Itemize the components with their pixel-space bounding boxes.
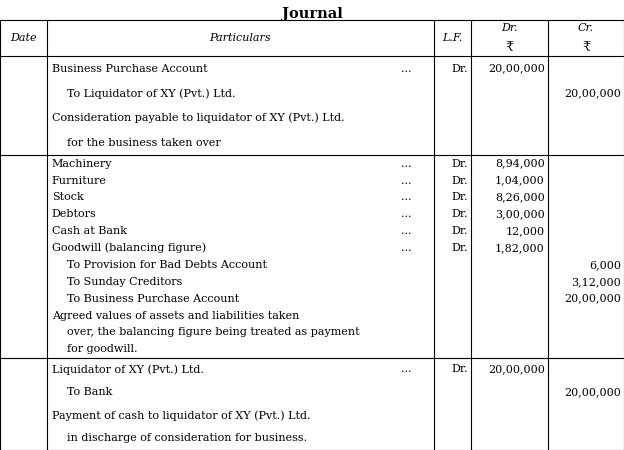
Text: ...: ... <box>401 243 412 253</box>
Text: Particulars: Particulars <box>210 33 271 43</box>
Text: ...: ... <box>401 364 412 374</box>
Text: 20,00,000: 20,00,000 <box>564 387 621 397</box>
Text: over, the balancing figure being treated as payment: over, the balancing figure being treated… <box>67 328 360 338</box>
Text: Dr.: Dr. <box>452 364 468 374</box>
Text: Dr.: Dr. <box>452 243 468 253</box>
Text: L.F.: L.F. <box>442 33 462 43</box>
Text: Dr.: Dr. <box>452 193 468 202</box>
Text: Cr.: Cr. <box>578 23 594 33</box>
Text: 8,94,000: 8,94,000 <box>495 159 545 169</box>
Text: Goodwill (balancing figure): Goodwill (balancing figure) <box>52 243 206 253</box>
Text: Dr.: Dr. <box>452 176 468 185</box>
Text: ...: ... <box>401 176 412 185</box>
Text: To Business Purchase Account: To Business Purchase Account <box>67 294 240 304</box>
Text: 1,82,000: 1,82,000 <box>495 243 545 253</box>
Text: Liquidator of XY (Pvt.) Ltd.: Liquidator of XY (Pvt.) Ltd. <box>52 364 203 374</box>
Text: Furniture: Furniture <box>52 176 107 185</box>
Text: 1,04,000: 1,04,000 <box>495 176 545 185</box>
Text: Date: Date <box>10 33 37 43</box>
Text: 20,00,000: 20,00,000 <box>564 88 621 99</box>
Text: To Sunday Creditors: To Sunday Creditors <box>67 277 183 287</box>
Text: ...: ... <box>401 226 412 236</box>
Text: To Liquidator of XY (Pvt.) Ltd.: To Liquidator of XY (Pvt.) Ltd. <box>67 88 236 99</box>
Text: 20,00,000: 20,00,000 <box>488 63 545 74</box>
Text: 6,000: 6,000 <box>589 260 621 270</box>
Text: Business Purchase Account: Business Purchase Account <box>52 63 207 74</box>
Text: in discharge of consideration for business.: in discharge of consideration for busine… <box>67 433 308 443</box>
Text: 12,000: 12,000 <box>505 226 545 236</box>
Text: for the business taken over: for the business taken over <box>67 138 221 148</box>
Text: ...: ... <box>401 159 412 169</box>
Text: Consideration payable to liquidator of XY (Pvt.) Ltd.: Consideration payable to liquidator of X… <box>52 113 344 123</box>
Text: ₹: ₹ <box>505 42 514 54</box>
Text: To Provision for Bad Debts Account: To Provision for Bad Debts Account <box>67 260 268 270</box>
Text: ...: ... <box>401 63 412 74</box>
Text: 20,00,000: 20,00,000 <box>488 364 545 374</box>
Text: Payment of cash to liquidator of XY (Pvt.) Ltd.: Payment of cash to liquidator of XY (Pvt… <box>52 410 310 421</box>
Text: 3,12,000: 3,12,000 <box>571 277 621 287</box>
Text: Dr.: Dr. <box>452 159 468 169</box>
Text: Journal: Journal <box>281 7 343 21</box>
Text: Dr.: Dr. <box>452 209 468 219</box>
Text: 8,26,000: 8,26,000 <box>495 193 545 202</box>
Text: To Bank: To Bank <box>67 387 113 397</box>
Text: for goodwill.: for goodwill. <box>67 344 138 354</box>
Text: ...: ... <box>401 193 412 202</box>
Text: 20,00,000: 20,00,000 <box>564 294 621 304</box>
Text: Stock: Stock <box>52 193 84 202</box>
Text: Dr.: Dr. <box>452 63 468 74</box>
Text: Debtors: Debtors <box>52 209 97 219</box>
Text: Cash at Bank: Cash at Bank <box>52 226 127 236</box>
Text: Agreed values of assets and liabilities taken: Agreed values of assets and liabilities … <box>52 310 299 320</box>
Text: Machinery: Machinery <box>52 159 112 169</box>
Text: 3,00,000: 3,00,000 <box>495 209 545 219</box>
Text: ₹: ₹ <box>582 42 590 54</box>
Text: Dr.: Dr. <box>452 226 468 236</box>
Text: ...: ... <box>401 209 412 219</box>
Text: Dr.: Dr. <box>501 23 518 33</box>
